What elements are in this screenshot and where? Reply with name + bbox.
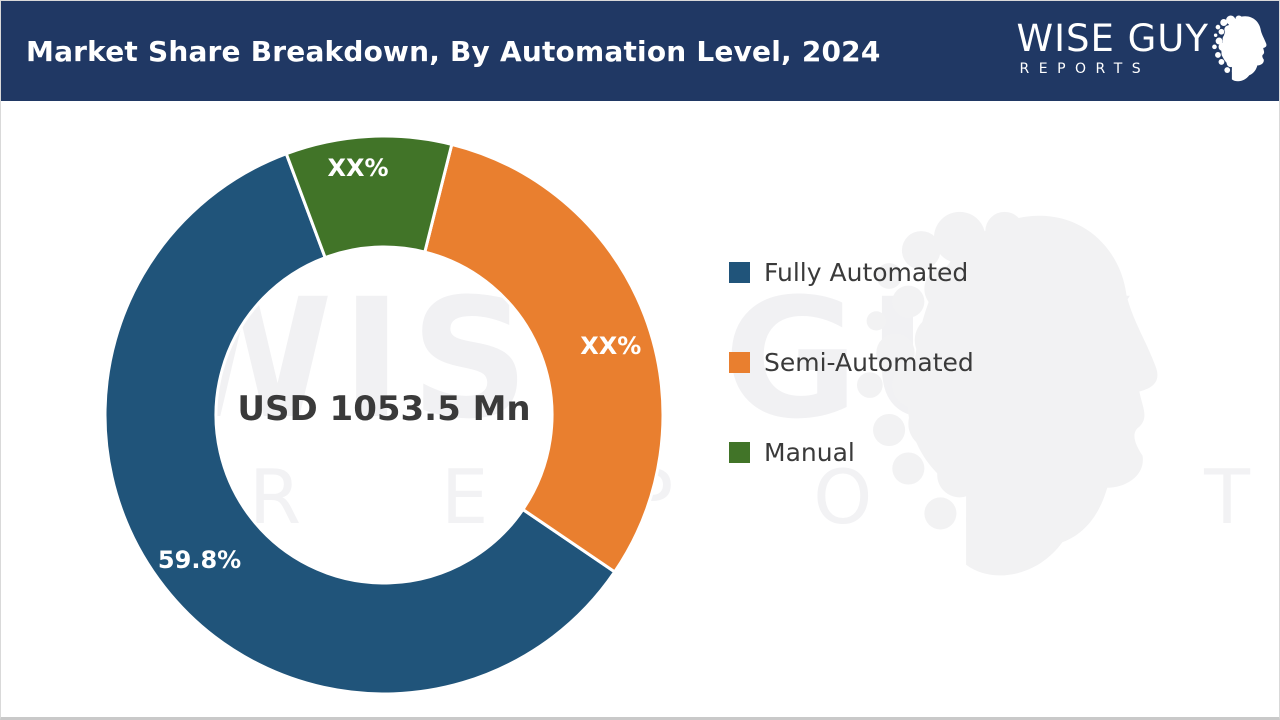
logo-subtext: REPORTS [1019, 61, 1151, 77]
legend-label: Manual [764, 437, 855, 467]
watermark-face-profile-graphic [857, 211, 1158, 576]
slice-label: XX% [327, 154, 389, 183]
legend-item-fully-automated: Fully Automated [729, 251, 974, 293]
legend-label: Fully Automated [764, 257, 969, 287]
brand-logo-text: WISE GUY REPORTS [1016, 17, 1209, 78]
dotted-face-profile-icon [1212, 15, 1267, 82]
legend-swatch [729, 261, 750, 283]
legend-item-semi-automated: Semi-Automated [729, 341, 974, 383]
legend-item-manual: Manual [729, 431, 974, 473]
header-bar: Market Share Breakdown, By Automation Le… [1, 1, 1279, 101]
brand-logo: WISE GUY REPORTS [1017, 11, 1269, 85]
donut-slice-semi-automated [423, 142, 665, 574]
slice-label: XX% [580, 331, 642, 360]
logo-wordmark: WISE GUY [1016, 17, 1209, 60]
legend-swatch [729, 441, 750, 463]
legend-swatch [729, 351, 750, 373]
page-title: Market Share Breakdown, By Automation Le… [26, 34, 881, 68]
chart-legend: Fully Automated Semi-Automated Manual [729, 251, 974, 521]
donut-slice-fully-automated [103, 152, 617, 696]
chart-center-value: USD 1053.5 Mn [237, 389, 531, 429]
legend-label: Semi-Automated [764, 347, 974, 377]
slice-label: 59.8% [157, 545, 242, 574]
donut-slice-manual [284, 134, 454, 260]
